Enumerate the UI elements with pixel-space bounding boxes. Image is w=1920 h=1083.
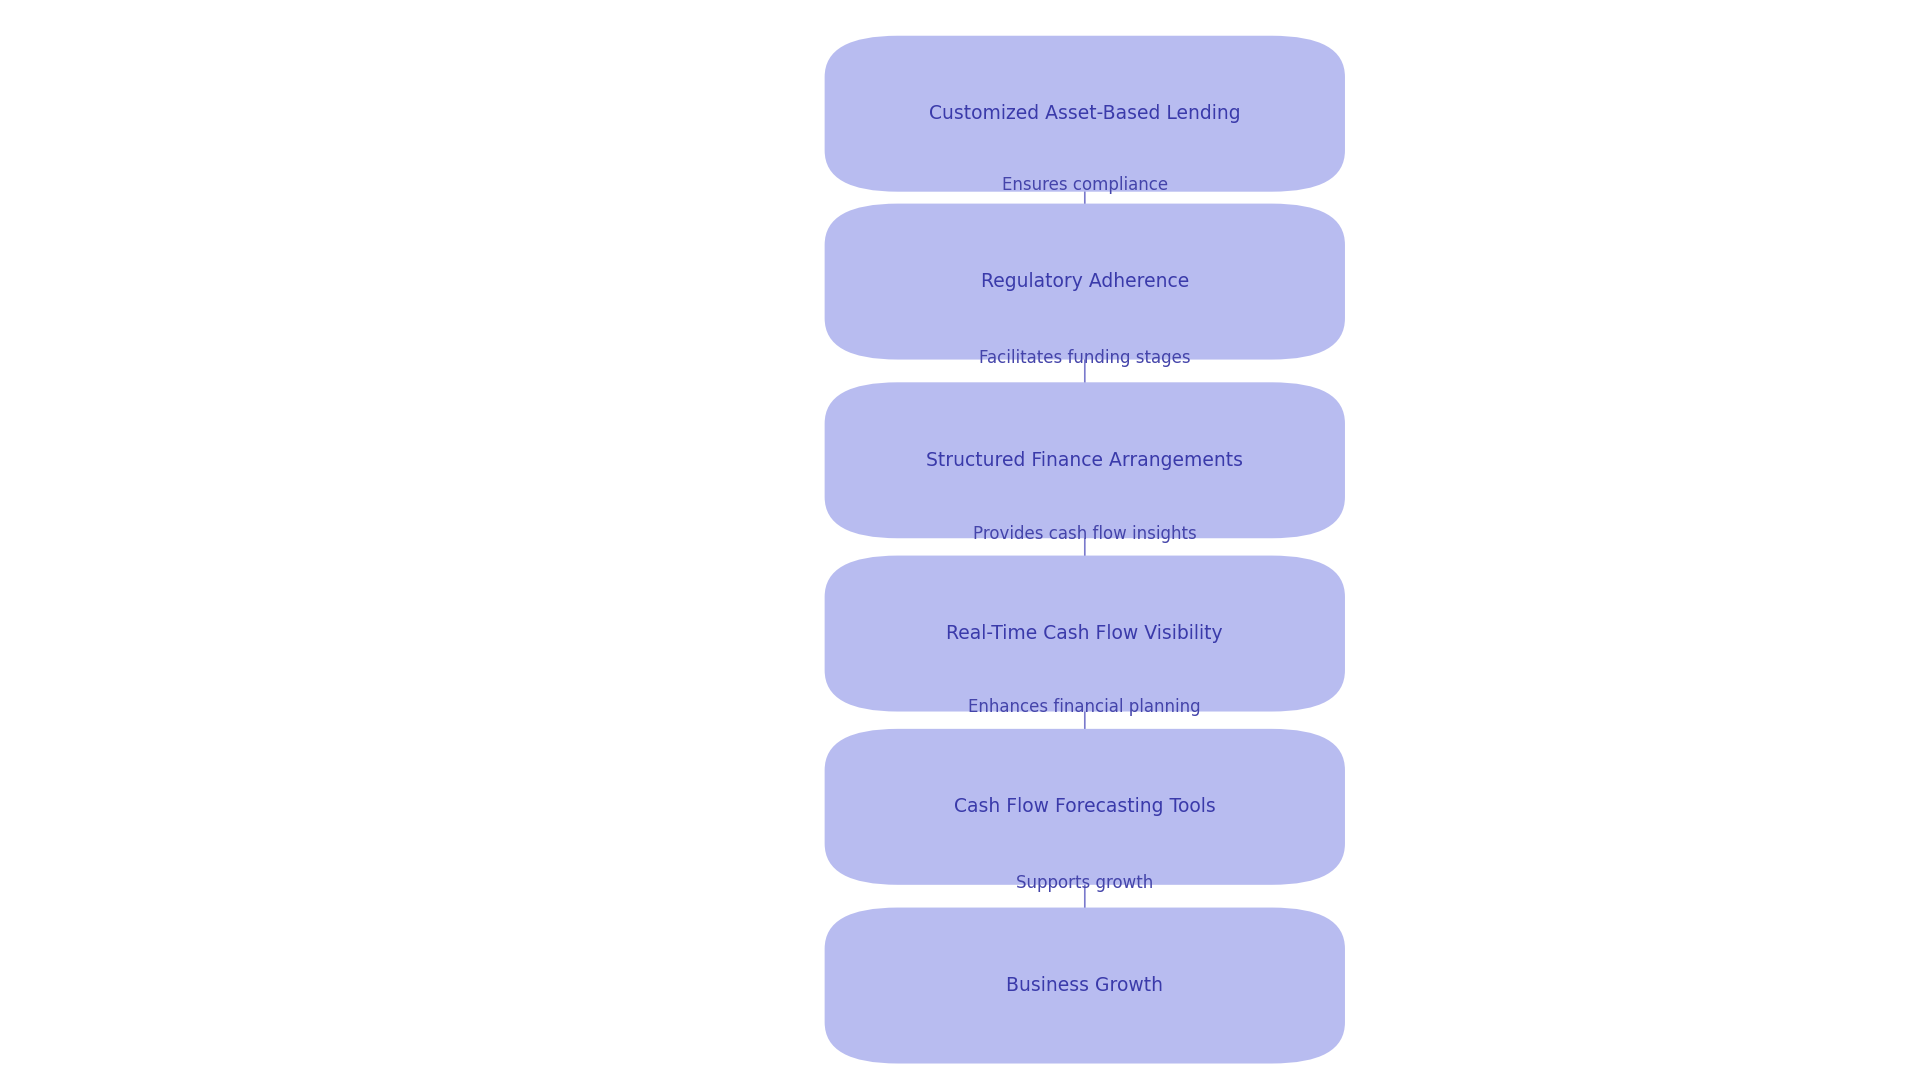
FancyBboxPatch shape: [824, 204, 1344, 360]
FancyBboxPatch shape: [824, 556, 1344, 712]
Text: Customized Asset-Based Lending: Customized Asset-Based Lending: [929, 104, 1240, 123]
Text: Regulatory Adherence: Regulatory Adherence: [981, 272, 1188, 291]
Text: Structured Finance Arrangements: Structured Finance Arrangements: [925, 451, 1244, 470]
Text: Ensures compliance: Ensures compliance: [1002, 175, 1167, 194]
Text: Real-Time Cash Flow Visibility: Real-Time Cash Flow Visibility: [947, 624, 1223, 643]
FancyBboxPatch shape: [824, 36, 1344, 192]
Text: Business Growth: Business Growth: [1006, 976, 1164, 995]
Text: Cash Flow Forecasting Tools: Cash Flow Forecasting Tools: [954, 797, 1215, 817]
Text: Enhances financial planning: Enhances financial planning: [968, 699, 1202, 716]
Text: Facilitates funding stages: Facilitates funding stages: [979, 349, 1190, 367]
FancyBboxPatch shape: [824, 729, 1344, 885]
FancyBboxPatch shape: [824, 908, 1344, 1064]
FancyBboxPatch shape: [824, 382, 1344, 538]
Text: Provides cash flow insights: Provides cash flow insights: [973, 525, 1196, 543]
Text: Supports growth: Supports growth: [1016, 874, 1154, 892]
